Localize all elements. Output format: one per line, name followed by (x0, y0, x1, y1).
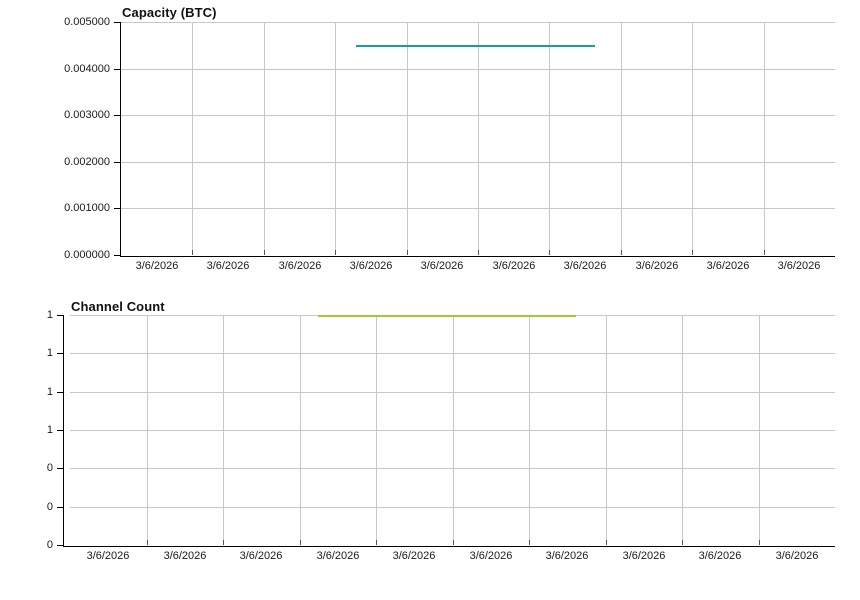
capacity-plot-area (121, 22, 835, 255)
capacity-y-axis (120, 22, 121, 256)
gridline-vertical (147, 315, 148, 545)
y-axis-label: 0.004000 (64, 63, 110, 75)
series-line (356, 45, 595, 47)
x-axis-label: 3/6/2026 (706, 260, 750, 272)
x-axis-tick (453, 540, 454, 545)
channel-count-y-axis (63, 315, 64, 546)
y-axis-tick (57, 392, 63, 393)
y-axis-label: 0 (46, 462, 53, 474)
x-axis-tick (621, 250, 622, 255)
x-axis-label: 3/6/2026 (135, 260, 179, 272)
x-axis-tick (549, 250, 550, 255)
series-line (318, 315, 576, 317)
x-axis-tick (606, 540, 607, 545)
y-axis-label: 0.000000 (64, 249, 110, 261)
channel-count-plot-area (70, 315, 835, 545)
gridline-vertical (478, 22, 479, 255)
x-axis-tick (529, 540, 530, 545)
gridline-vertical (335, 22, 336, 255)
y-axis-label: 1 (46, 424, 53, 436)
x-axis-tick (223, 540, 224, 545)
capacity-x-axis (120, 256, 835, 257)
y-axis-tick (114, 208, 120, 209)
y-axis-tick (114, 255, 120, 256)
x-axis-tick (300, 540, 301, 545)
y-axis-tick (57, 545, 63, 546)
capacity-chart-title: Capacity (BTC) (122, 5, 217, 20)
x-axis-tick (759, 540, 760, 545)
y-axis-tick (57, 353, 63, 354)
y-axis-label: 0.002000 (64, 156, 110, 168)
y-axis-label: 1 (46, 347, 53, 359)
x-axis-tick (407, 250, 408, 255)
x-axis-label: 3/6/2026 (777, 260, 821, 272)
x-axis-label: 3/6/2026 (420, 260, 464, 272)
gridline-vertical (692, 22, 693, 255)
gridline-horizontal (70, 507, 835, 508)
x-axis-label: 3/6/2026 (698, 550, 742, 562)
x-axis-label: 3/6/2026 (545, 550, 589, 562)
x-axis-label: 3/6/2026 (469, 550, 513, 562)
y-axis-tick (57, 430, 63, 431)
y-axis-label: 0.001000 (64, 202, 110, 214)
x-axis-tick (478, 250, 479, 255)
y-axis-tick (57, 315, 63, 316)
y-axis-label: 0 (46, 501, 53, 513)
gridline-vertical (759, 315, 760, 545)
y-axis-tick (57, 507, 63, 508)
y-axis-tick (114, 115, 120, 116)
x-axis-label: 3/6/2026 (239, 550, 283, 562)
x-axis-tick (147, 540, 148, 545)
gridline-vertical (192, 22, 193, 255)
gridline-vertical (376, 315, 377, 545)
x-axis-label: 3/6/2026 (492, 260, 536, 272)
gridline-vertical (764, 22, 765, 255)
gridline-vertical (264, 22, 265, 255)
gridline-vertical (621, 22, 622, 255)
x-axis-label: 3/6/2026 (775, 550, 819, 562)
x-axis-label: 3/6/2026 (622, 550, 666, 562)
x-axis-tick (264, 250, 265, 255)
y-axis-label: 0.003000 (64, 109, 110, 121)
gridline-vertical (223, 315, 224, 545)
x-axis-tick (192, 250, 193, 255)
x-axis-tick (692, 250, 693, 255)
x-axis-label: 3/6/2026 (163, 550, 207, 562)
gridline-horizontal (70, 392, 835, 393)
gridline-horizontal (70, 430, 835, 431)
gridline-vertical (453, 315, 454, 545)
x-axis-tick (682, 540, 683, 545)
x-axis-label: 3/6/2026 (635, 260, 679, 272)
x-axis-label: 3/6/2026 (316, 550, 360, 562)
y-axis-label: 0.005000 (64, 16, 110, 28)
y-axis-tick (114, 22, 120, 23)
gridline-vertical (606, 315, 607, 545)
y-axis-tick (57, 468, 63, 469)
x-axis-label: 3/6/2026 (278, 260, 322, 272)
x-axis-label: 3/6/2026 (206, 260, 250, 272)
channel-count-chart-panel: Channel Count 1 1 1 1 0 0 0 3/6/2026 3/6/2026 3/… (0, 290, 860, 600)
y-axis-label: 1 (46, 386, 53, 398)
channel-count-x-axis (63, 546, 835, 547)
gridline-vertical (407, 22, 408, 255)
y-axis-tick (114, 162, 120, 163)
x-axis-label: 3/6/2026 (392, 550, 436, 562)
x-axis-label: 3/6/2026 (86, 550, 130, 562)
x-axis-label: 3/6/2026 (349, 260, 393, 272)
x-axis-tick (376, 540, 377, 545)
y-axis-tick (114, 69, 120, 70)
y-axis-label: 0 (46, 539, 53, 551)
capacity-chart-panel: Capacity (BTC) 0.005000 0.004000 0.003000 0… (0, 0, 860, 290)
channel-count-chart-title: Channel Count (71, 299, 165, 314)
y-axis-label: 1 (46, 309, 53, 321)
x-axis-tick (335, 250, 336, 255)
gridline-vertical (529, 315, 530, 545)
gridline-vertical (549, 22, 550, 255)
gridline-horizontal (70, 353, 835, 354)
gridline-horizontal (70, 468, 835, 469)
x-axis-label: 3/6/2026 (563, 260, 607, 272)
gridline-vertical (300, 315, 301, 545)
gridline-vertical (682, 315, 683, 545)
x-axis-tick (764, 250, 765, 255)
